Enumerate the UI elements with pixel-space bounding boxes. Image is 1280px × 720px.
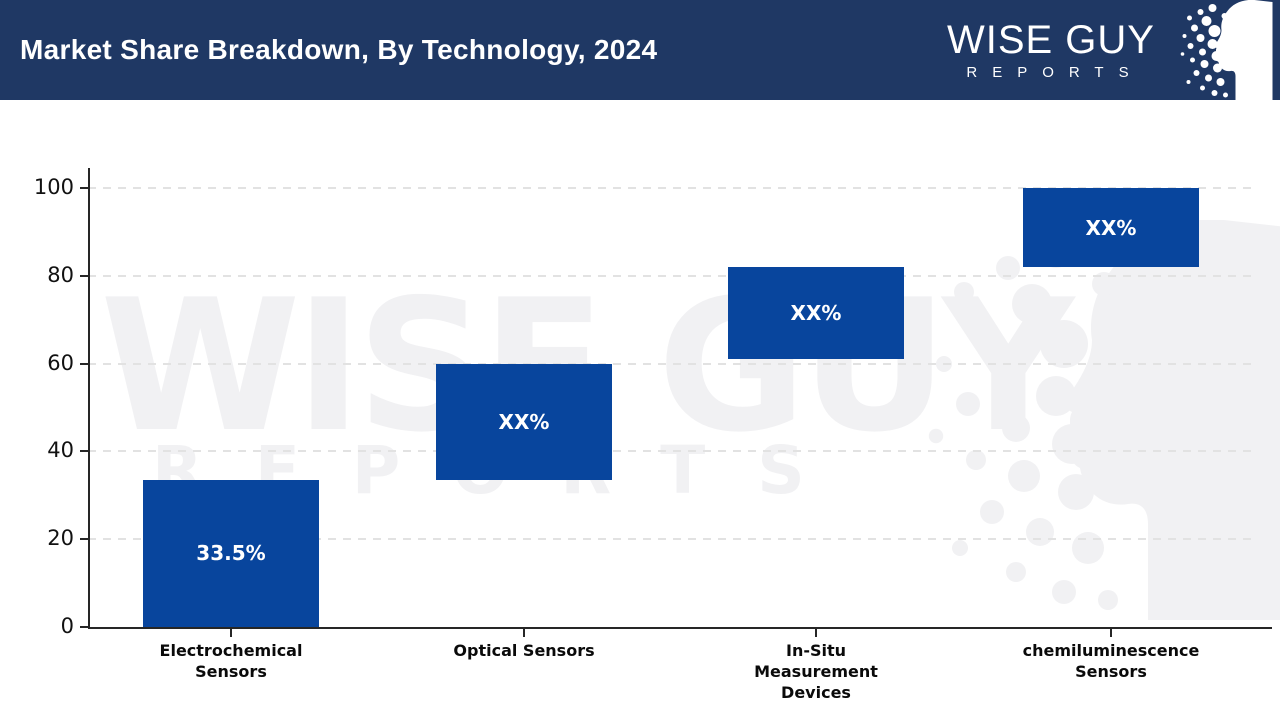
x-category-label: In-Situ Measurement Devices bbox=[754, 641, 878, 702]
page-title: Market Share Breakdown, By Technology, 2… bbox=[20, 34, 658, 65]
y-tick-mark bbox=[80, 274, 88, 277]
bar-value-label: 33.5% bbox=[196, 541, 266, 566]
y-tick-mark bbox=[80, 362, 88, 365]
wise-guy-face-icon bbox=[1155, 0, 1280, 100]
wise-guy-logo-text: WISE GUY REPORTS bbox=[947, 20, 1155, 81]
bar-1: 33.5% bbox=[143, 479, 319, 627]
x-category-label: Optical Sensors bbox=[453, 641, 595, 660]
gridline-20 bbox=[88, 538, 1253, 541]
bar-3: XX% bbox=[728, 267, 904, 360]
chart-area: WISE GUY REPORTS 02040608010033.5%Electr… bbox=[0, 100, 1280, 720]
y-axis-line bbox=[88, 168, 90, 629]
gridline-100 bbox=[88, 187, 1253, 189]
bar-4: XX% bbox=[1023, 188, 1199, 268]
x-tick-mark bbox=[523, 629, 525, 637]
logo-subtitle: REPORTS bbox=[966, 63, 1144, 81]
y-tick-mark bbox=[80, 187, 88, 189]
gridline-80 bbox=[88, 274, 1253, 277]
wise-guy-logo: WISE GUY REPORTS bbox=[947, 0, 1280, 100]
y-tick-label: 80 bbox=[47, 262, 74, 287]
x-tick-mark bbox=[815, 629, 817, 637]
x-tick-mark bbox=[1110, 629, 1112, 637]
bar-value-label: XX% bbox=[1085, 215, 1137, 240]
x-category-label: Electrochemical Sensors bbox=[159, 641, 303, 681]
y-tick-mark bbox=[80, 450, 88, 453]
y-tick-label: 20 bbox=[47, 526, 74, 551]
x-tick-mark bbox=[230, 629, 232, 637]
logo-wordmark: WISE GUY bbox=[946, 17, 1155, 62]
gridline-40 bbox=[88, 450, 1253, 453]
y-tick-label: 60 bbox=[47, 350, 74, 375]
gridline-60 bbox=[88, 362, 1253, 365]
y-tick-mark bbox=[80, 626, 88, 628]
bar-value-label: XX% bbox=[498, 409, 550, 434]
header-bar: Market Share Breakdown, By Technology, 2… bbox=[0, 0, 1280, 100]
bar-value-label: XX% bbox=[790, 301, 842, 326]
x-category-label: chemiluminescence Sensors bbox=[1022, 641, 1200, 681]
y-tick-label: 40 bbox=[47, 438, 74, 463]
bar-2: XX% bbox=[436, 363, 612, 480]
watermark-face-icon bbox=[856, 210, 1280, 630]
y-tick-label: 0 bbox=[60, 614, 74, 638]
x-axis-line bbox=[88, 627, 1272, 629]
y-tick-label: 100 bbox=[33, 175, 74, 199]
y-tick-mark bbox=[80, 538, 88, 541]
